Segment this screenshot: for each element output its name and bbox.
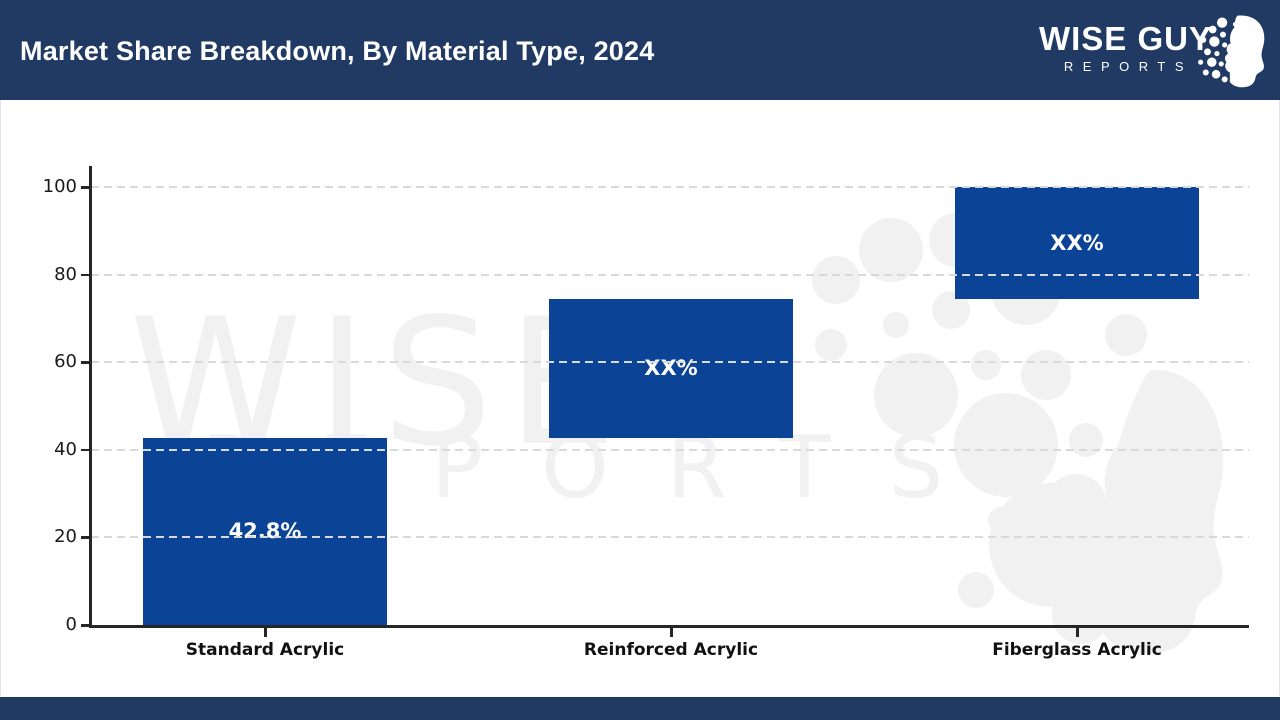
- footer-bar: [0, 697, 1280, 720]
- y-tick-mark-40: [81, 448, 90, 452]
- y-tick-label-100: 100: [42, 176, 77, 197]
- y-tick-mark-20: [81, 536, 90, 539]
- bar-standard-acrylic: 42.8%: [143, 437, 387, 625]
- watermark-face-icon: [812, 213, 1224, 654]
- bar-fiberglass-acrylic: XX%: [955, 187, 1199, 300]
- y-axis-line: [89, 166, 92, 628]
- gridline-100: [91, 186, 1249, 188]
- brand-subtitle: REPORTS: [1063, 59, 1194, 74]
- x-tick-mark-2: [670, 628, 673, 637]
- watermark: WISE REPORTS: [1, 100, 1280, 697]
- gridline-60: [91, 361, 1249, 364]
- gridline-80: [91, 273, 1249, 276]
- y-tick-mark-100: [81, 186, 90, 189]
- x-tick-label-reinforced-acrylic: Reinforced Acrylic: [583, 640, 759, 660]
- chart-area: WISE REPORTS 42.8% XX% XX% 0 20 40 60 80 100 Sta…: [0, 100, 1280, 697]
- y-tick-mark-60: [81, 361, 90, 364]
- y-tick-label-60: 60: [54, 351, 77, 373]
- gridline-40: [91, 448, 1249, 451]
- x-tick-label-standard-acrylic: Standard Acrylic: [185, 640, 345, 660]
- x-axis-line: [89, 625, 1249, 628]
- y-tick-label-20: 20: [54, 526, 77, 548]
- wiseguy-face-icon: [1198, 15, 1265, 88]
- header-bar: Market Share Breakdown, By Material Type…: [0, 0, 1280, 100]
- x-tick-label-fiberglass-acrylic: Fiberglass Acrylic: [992, 640, 1162, 660]
- y-tick-mark-0: [81, 624, 90, 627]
- bar-value-label: 42.8%: [228, 519, 302, 544]
- bar-value-label: XX%: [644, 356, 698, 381]
- bar-value-label: XX%: [1050, 231, 1104, 256]
- y-tick-label-40: 40: [54, 438, 77, 460]
- y-tick-mark-80: [81, 273, 90, 277]
- y-tick-label-80: 80: [54, 263, 77, 285]
- brand-text: WISE GUY REPORTS: [1039, 20, 1212, 74]
- x-tick-mark-3: [1076, 628, 1079, 637]
- bar-reinforced-acrylic: XX%: [549, 299, 793, 438]
- brand-name: WISE GUY: [1038, 20, 1212, 57]
- y-tick-label-0: 0: [65, 614, 77, 635]
- brand-logo: WISE GUY REPORTS: [1012, 14, 1265, 88]
- gridline-20: [91, 536, 1249, 539]
- plot-area: 42.8% XX% XX%: [91, 166, 1249, 625]
- x-tick-mark-1: [264, 628, 267, 637]
- page-title: Market Share Breakdown, By Material Type…: [20, 36, 655, 66]
